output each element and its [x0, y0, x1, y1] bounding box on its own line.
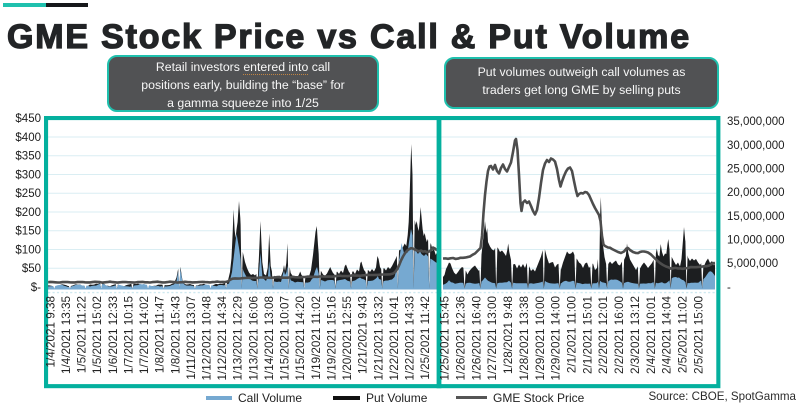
svg-text:2/3/2021 13:12: 2/3/2021 13:12 — [629, 296, 642, 374]
svg-text:5,000,000: 5,000,000 — [727, 258, 778, 270]
svg-text:1/28/2021 9:48: 1/28/2021 9:48 — [502, 296, 515, 374]
svg-text:1/15/2021 14:20: 1/15/2021 14:20 — [294, 296, 307, 381]
svg-text:1/8/2021 15:43: 1/8/2021 15:43 — [169, 296, 182, 374]
svg-text:2/2/2021 16:00: 2/2/2021 16:00 — [613, 296, 626, 374]
svg-text:2/2/2021 12:01: 2/2/2021 12:01 — [597, 296, 610, 374]
svg-text:25,000,000: 25,000,000 — [727, 163, 785, 175]
svg-text:20,000,000: 20,000,000 — [727, 187, 785, 199]
svg-text:1/21/2021 13:32: 1/21/2021 13:32 — [372, 296, 385, 381]
svg-text:$150: $150 — [15, 226, 41, 238]
svg-text:1/28/2021 13:38: 1/28/2021 13:38 — [518, 296, 531, 381]
svg-text:$250: $250 — [15, 188, 41, 200]
svg-text:1/26/2021 16:40: 1/26/2021 16:40 — [470, 296, 483, 381]
svg-text:1/21/2021 9:43: 1/21/2021 9:43 — [357, 296, 370, 374]
svg-text:$450: $450 — [15, 113, 41, 125]
svg-text:1/13/2021 16:06: 1/13/2021 16:06 — [247, 296, 260, 381]
svg-text:1/19/2021 15:16: 1/19/2021 15:16 — [326, 296, 339, 381]
svg-text:1/14/2021 13:08: 1/14/2021 13:08 — [263, 296, 276, 381]
svg-text:1/27/2021 13:00: 1/27/2021 13:00 — [486, 296, 499, 381]
svg-text:1/20/2021 12:55: 1/20/2021 12:55 — [341, 296, 354, 381]
svg-text:1/6/2021 12:33: 1/6/2021 12:33 — [107, 296, 120, 374]
svg-text:1/19/2021 11:02: 1/19/2021 11:02 — [310, 296, 323, 380]
svg-text:$50: $50 — [22, 263, 41, 275]
svg-text:1/4/2021 13:35: 1/4/2021 13:35 — [60, 296, 73, 374]
svg-text:1/29/2021 10:00: 1/29/2021 10:00 — [534, 296, 547, 381]
svg-text:1/5/2021 11:22: 1/5/2021 11:22 — [76, 296, 89, 373]
svg-text:$200: $200 — [15, 207, 41, 219]
svg-text:10,000,000: 10,000,000 — [727, 235, 785, 247]
svg-text:1/7/2021 14:02: 1/7/2021 14:02 — [138, 296, 151, 374]
svg-text:1/22/2021 10:41: 1/22/2021 10:41 — [388, 296, 401, 381]
svg-text:$-: $- — [31, 282, 41, 294]
svg-text:1/8/2021 11:47: 1/8/2021 11:47 — [154, 296, 167, 373]
svg-text:1/12/2021 10:48: 1/12/2021 10:48 — [201, 296, 214, 381]
svg-text:$100: $100 — [15, 244, 41, 256]
svg-text:2/4/2021 14:04: 2/4/2021 14:04 — [661, 296, 674, 374]
svg-text:$400: $400 — [15, 132, 41, 144]
svg-text:1/22/2021 14:33: 1/22/2021 14:33 — [404, 296, 417, 381]
svg-text:1/11/2021 13:07: 1/11/2021 13:07 — [185, 296, 198, 380]
svg-text:1/25/2021 11:42: 1/25/2021 11:42 — [419, 296, 432, 380]
svg-text:1/5/2021 15:02: 1/5/2021 15:02 — [91, 296, 104, 374]
svg-text:1/13/2021 12:29: 1/13/2021 12:29 — [232, 296, 245, 381]
svg-text:30,000,000: 30,000,000 — [727, 140, 785, 152]
svg-text:1/29/2021 14:00: 1/29/2021 14:00 — [550, 296, 563, 381]
svg-text:15,000,000: 15,000,000 — [727, 211, 785, 223]
svg-text:2/5/2021 15:00: 2/5/2021 15:00 — [692, 296, 705, 374]
svg-text:35,000,000: 35,000,000 — [727, 116, 785, 128]
svg-text:-: - — [727, 282, 731, 294]
svg-text:2/1/2021 11:00: 2/1/2021 11:00 — [566, 296, 579, 374]
svg-text:1/7/2021 10:15: 1/7/2021 10:15 — [122, 296, 135, 374]
svg-text:$350: $350 — [15, 151, 41, 163]
svg-text:2/5/2021 11:02: 2/5/2021 11:02 — [677, 296, 690, 373]
svg-text:2/4/2021 10:01: 2/4/2021 10:01 — [645, 296, 658, 374]
svg-text:$300: $300 — [15, 169, 41, 181]
svg-text:1/26/2021 12:36: 1/26/2021 12:36 — [455, 296, 468, 381]
svg-text:1/25/2021 15:45: 1/25/2021 15:45 — [439, 296, 452, 381]
svg-text:1/4/2021 9:38: 1/4/2021 9:38 — [44, 296, 57, 368]
svg-text:1/15/2021 10:07: 1/15/2021 10:07 — [279, 296, 292, 381]
svg-text:1/12/2021 14:34: 1/12/2021 14:34 — [216, 296, 229, 381]
svg-text:2/1/2021 15:01: 2/1/2021 15:01 — [581, 296, 594, 374]
